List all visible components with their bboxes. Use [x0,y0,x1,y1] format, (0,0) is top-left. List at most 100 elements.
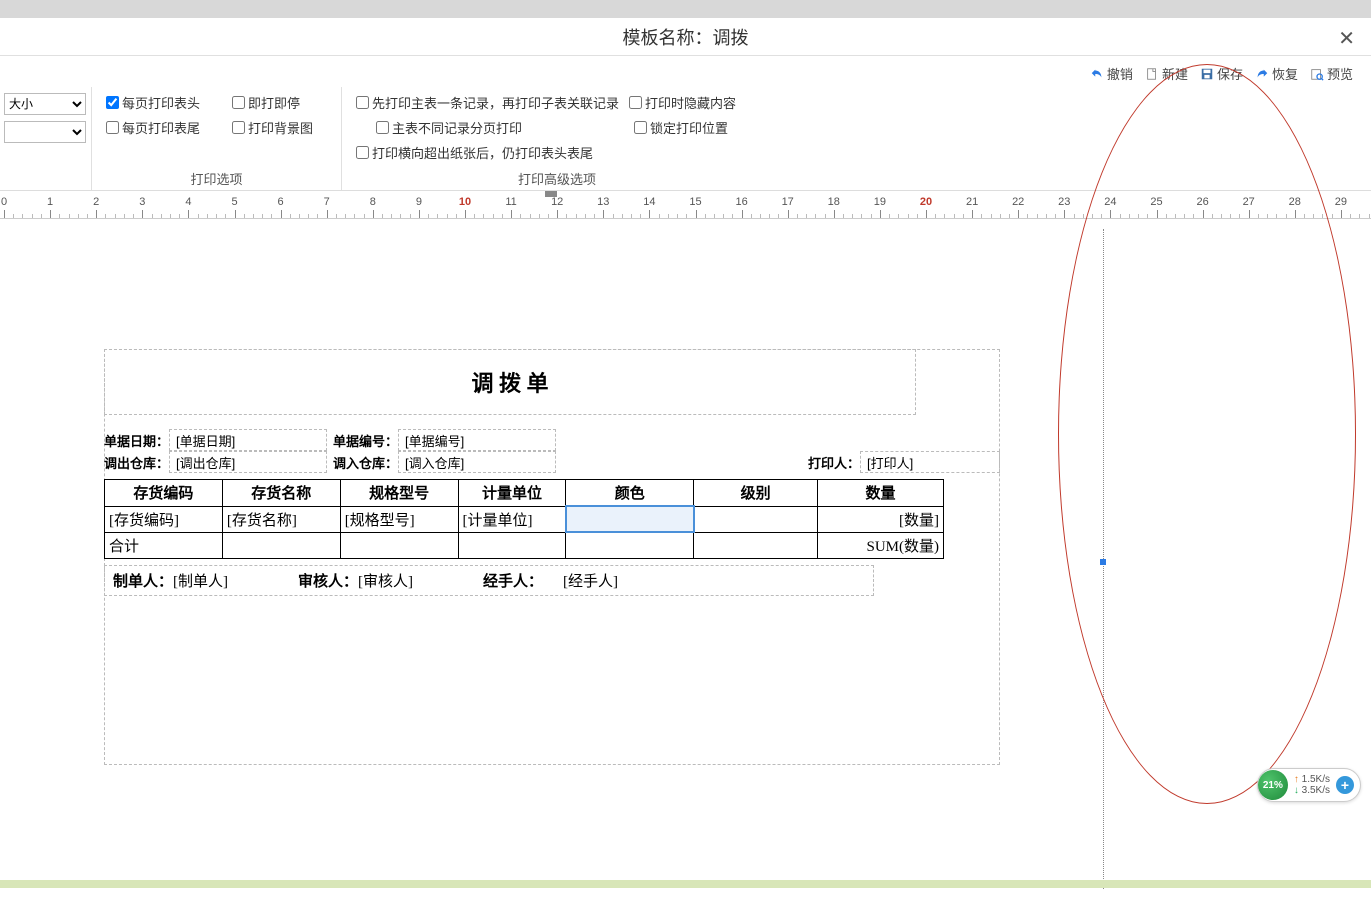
val-auditor[interactable]: [审核人] [358,570,413,591]
val-printer[interactable]: [打印人] [860,451,1000,473]
new-label: 新建 [1162,64,1188,83]
horizontal-ruler: 0123456789101112131415161718192021222324… [0,191,1371,219]
net-plus-icon[interactable]: + [1336,776,1354,794]
title-name: 调拨 [713,28,749,48]
net-speeds: 1.5K/s 3.5K/s [1294,774,1330,796]
page-title: 模板名称：调拨 [623,24,749,50]
table-cell[interactable]: [存货编码] [105,506,223,532]
network-widget[interactable]: 21% 1.5K/s 3.5K/s + [1257,768,1361,802]
window-chrome-top [0,0,1371,18]
table-cell[interactable]: [数量] [818,506,944,532]
save-icon [1200,67,1214,81]
table-cell[interactable]: [规格型号] [340,506,458,532]
action-toolbar: 撤销 新建 保存 恢复 预览 [0,56,1371,87]
net-upload: 1.5K/s [1294,774,1330,785]
new-button[interactable]: 新建 [1145,64,1188,83]
ruler-label: 26 [1196,196,1208,208]
table-header-row: 存货编码存货名称规格型号计量单位颜色级别数量 [105,480,944,507]
ribbon: 大小 每页打印表头 即打即停 每页打印表尾 打印背景图 打印选项 先打印主表一条… [0,87,1371,191]
total-label-cell: 合计 [105,532,223,558]
table-header-cell[interactable]: 级别 [694,480,818,507]
undo-button[interactable]: 撤销 [1090,64,1133,83]
chk-print-stop[interactable]: 即打即停 [232,93,327,112]
table-header-cell[interactable]: 数量 [818,480,944,507]
form-area: 调 拨 单 单据日期： [单据日期] 单据编号： [单据编号] 调出仓库： [调… [104,349,1000,596]
ruler-label: 11 [505,196,516,208]
ruler-label: 7 [324,196,330,208]
total-sum-cell: SUM(数量) [818,532,944,558]
table-header-cell[interactable]: 规格型号 [340,480,458,507]
new-icon [1145,67,1159,81]
design-canvas[interactable]: 调 拨 单 单据日期： [单据日期] 单据编号： [单据编号] 调出仓库： [调… [0,219,1371,909]
lbl-bill-date: 单据日期： [104,431,169,450]
ruler-label: 4 [185,196,191,208]
form-title: 调 拨 单 [471,366,548,398]
resize-handle-icon[interactable] [1100,559,1106,565]
val-in-store[interactable]: [调入仓库] [398,451,556,473]
table-cell[interactable] [566,506,694,532]
ruler-label: 8 [370,196,376,208]
chk-adv-2[interactable]: 打印时隐藏内容 [629,93,736,112]
ruler-label: 19 [874,196,886,208]
ruler-label: 18 [828,196,840,208]
val-handler[interactable]: [经手人] [563,570,618,591]
field-row-1: 单据日期： [单据日期] 单据编号： [单据编号] [104,429,1000,451]
table-header-cell[interactable]: 存货编码 [105,480,223,507]
preview-label: 预览 [1327,64,1353,83]
table-cell[interactable] [694,506,818,532]
ruler-label: 13 [597,196,609,208]
val-bill-no[interactable]: [单据编号] [398,429,556,451]
ruler-label: 21 [966,196,978,208]
val-maker[interactable]: [制单人] [173,570,228,591]
val-bill-date[interactable]: [单据日期] [169,429,327,451]
table-row[interactable]: [存货编码][存货名称][规格型号][计量单位] [数量] [105,506,944,532]
preview-icon [1310,67,1324,81]
total-empty-cell [340,532,458,558]
chk-print-bg[interactable]: 打印背景图 [232,118,327,137]
chk-adv-5[interactable]: 打印横向超出纸张后，仍打印表头表尾 [356,143,593,162]
ruler-handle-icon[interactable] [545,191,557,197]
table-header-cell[interactable]: 颜色 [566,480,694,507]
close-icon[interactable]: ✕ [1338,26,1355,51]
chk-adv-3[interactable]: 主表不同记录分页打印 [376,118,522,137]
ruler-label: 10 [459,196,471,208]
size-select-2[interactable] [4,121,86,143]
preview-button[interactable]: 预览 [1310,64,1353,83]
table-header-cell[interactable]: 存货名称 [222,480,340,507]
undo-icon [1090,67,1104,81]
chk-footer-each-page[interactable]: 每页打印表尾 [106,118,214,137]
ruler-label: 29 [1335,196,1347,208]
total-empty-cell [222,532,340,558]
lbl-printer: 打印人： [808,453,860,472]
data-table[interactable]: 存货编码存货名称规格型号计量单位颜色级别数量 [存货编码][存货名称][规格型号… [104,479,944,559]
table-cell[interactable]: [计量单位] [458,506,566,532]
total-empty-cell [458,532,566,558]
footer-bar [0,880,1371,888]
restore-label: 恢复 [1272,64,1298,83]
size-select-1[interactable]: 大小 [4,93,86,115]
lbl-handler: 经手人： [483,570,543,591]
ruler-label: 17 [782,196,794,208]
net-download: 3.5K/s [1294,785,1330,796]
footer-field-row: 制单人： [制单人] 审核人： [审核人] 经手人： [经手人] [104,565,874,596]
chk-adv-4[interactable]: 锁定打印位置 [634,118,728,137]
table-header-cell[interactable]: 计量单位 [458,480,566,507]
table-total-row: 合计 SUM(数量) [105,532,944,558]
table-cell[interactable]: [存货名称] [222,506,340,532]
ruler-label: 3 [139,196,145,208]
restore-button[interactable]: 恢复 [1255,64,1298,83]
ruler-label: 20 [920,196,932,208]
chk-header-each-page[interactable]: 每页打印表头 [106,93,214,112]
ribbon-size-group: 大小 [0,87,92,190]
form-title-box[interactable]: 调 拨 单 [104,349,916,415]
chk-adv-1[interactable]: 先打印主表一条记录，再打印子表关联记录 [356,93,619,112]
ruler-label: 25 [1150,196,1162,208]
lbl-auditor: 审核人： [298,570,358,591]
val-out-store[interactable]: [调出仓库] [169,451,327,473]
save-button[interactable]: 保存 [1200,64,1243,83]
ruler-label: 12 [551,196,563,208]
ruler-label: 14 [643,196,655,208]
save-label: 保存 [1217,64,1243,83]
lbl-bill-no: 单据编号： [333,431,398,450]
ruler-label: 24 [1104,196,1116,208]
